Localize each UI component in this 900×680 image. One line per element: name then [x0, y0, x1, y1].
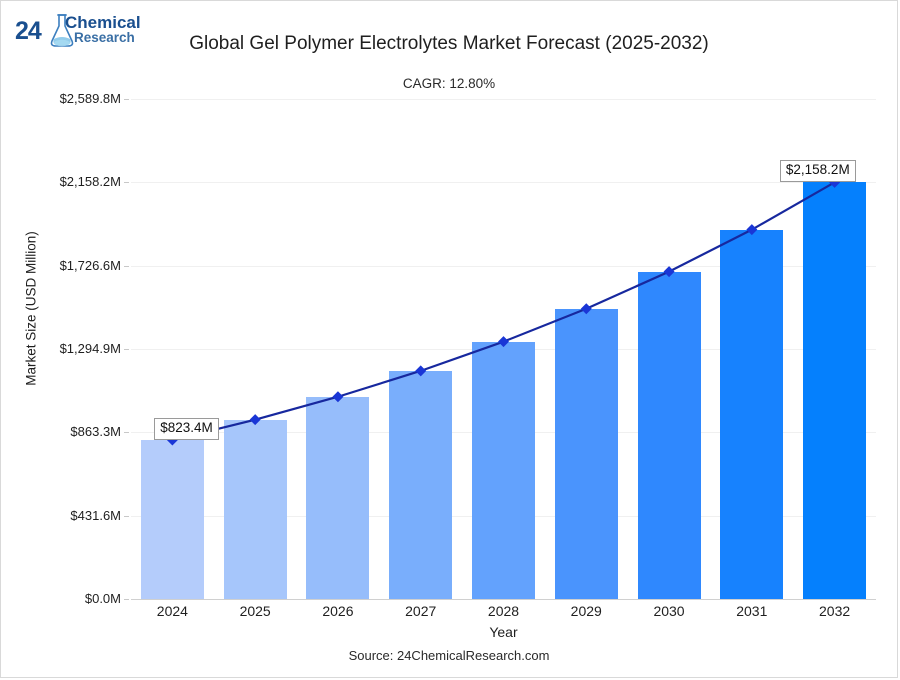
y-axis-title: Market Size (USD Million) — [23, 231, 39, 386]
bar-2032[interactable] — [803, 182, 867, 599]
logo-word-chemical: Chemical — [65, 13, 141, 32]
y-tick-label: $0.0M — [84, 591, 121, 606]
x-tick-label-2032: 2032 — [819, 603, 851, 619]
y-tick-mark — [124, 182, 129, 184]
y-tick-label: $1,726.6M — [59, 257, 121, 273]
logo-word-research: Research — [74, 30, 135, 45]
chart-subtitle: CAGR: 12.80% — [402, 76, 496, 91]
y-tick-label: $2,158.2M — [59, 174, 121, 190]
source-note: Source: 24ChemicalResearch.com — [348, 648, 550, 663]
plot-area: $0.0M $431.6M $863.3M $1,294.9M $1,726.6M $2,… — [60, 91, 876, 619]
data-label-2032: $2,158.2M — [779, 160, 856, 183]
data-point-2027[interactable] — [415, 365, 427, 377]
x-axis-title: Year — [489, 624, 518, 640]
x-tick-label-2027: 2027 — [405, 603, 437, 619]
gridline — [131, 599, 876, 600]
gridline — [131, 182, 876, 184]
data-label-2024: $823.4M — [154, 418, 219, 440]
chart-title: Global Gel Polymer Electrolytes Market F… — [189, 33, 709, 54]
flask-icon — [49, 13, 75, 54]
bar-2028[interactable] — [472, 341, 535, 599]
gridline — [131, 99, 876, 100]
y-tick-mark — [124, 515, 129, 517]
x-tick-label-2031: 2031 — [736, 603, 768, 619]
bar-2026[interactable] — [306, 396, 370, 599]
y-tick-label: $2,589.8M — [59, 91, 121, 106]
bar-2025[interactable] — [223, 419, 287, 599]
y-tick-mark — [124, 349, 129, 350]
data-point-2029[interactable] — [580, 303, 592, 315]
y-tick-mark — [124, 265, 129, 267]
bar-2031[interactable] — [720, 229, 784, 599]
bar-2027[interactable] — [389, 370, 453, 599]
bar-2024[interactable] — [140, 440, 204, 599]
y-tick-mark — [124, 599, 129, 600]
x-tick-label-2024: 2024 — [156, 603, 188, 619]
x-tick-label-2030: 2030 — [653, 603, 685, 619]
x-tick-label-2028: 2028 — [487, 603, 520, 619]
bar-2030[interactable] — [637, 271, 701, 599]
data-point-2028[interactable] — [498, 336, 509, 348]
y-tick-mark — [124, 99, 129, 100]
y-tick-label: $1,294.9M — [59, 341, 121, 356]
data-point-2026[interactable] — [332, 391, 344, 403]
bar-2029[interactable] — [554, 308, 618, 599]
y-tick-label: $431.6M — [70, 507, 121, 523]
x-tick-label-2025: 2025 — [239, 603, 271, 619]
x-tick-label-2026: 2026 — [322, 603, 354, 619]
gridline — [131, 265, 876, 267]
x-tick-label-2029: 2029 — [570, 603, 602, 619]
y-tick-label: $863.3M — [70, 424, 121, 440]
trend-line-series — [166, 176, 841, 446]
brand-logo: 24 Chemical Research — [15, 11, 141, 54]
y-tick-mark — [124, 432, 129, 434]
trend-line — [172, 181, 836, 442]
logo-number: 24 — [15, 17, 42, 45]
data-point-2025[interactable] — [249, 414, 261, 426]
data-point-2030[interactable] — [663, 266, 675, 278]
data-point-2031[interactable] — [746, 224, 758, 236]
